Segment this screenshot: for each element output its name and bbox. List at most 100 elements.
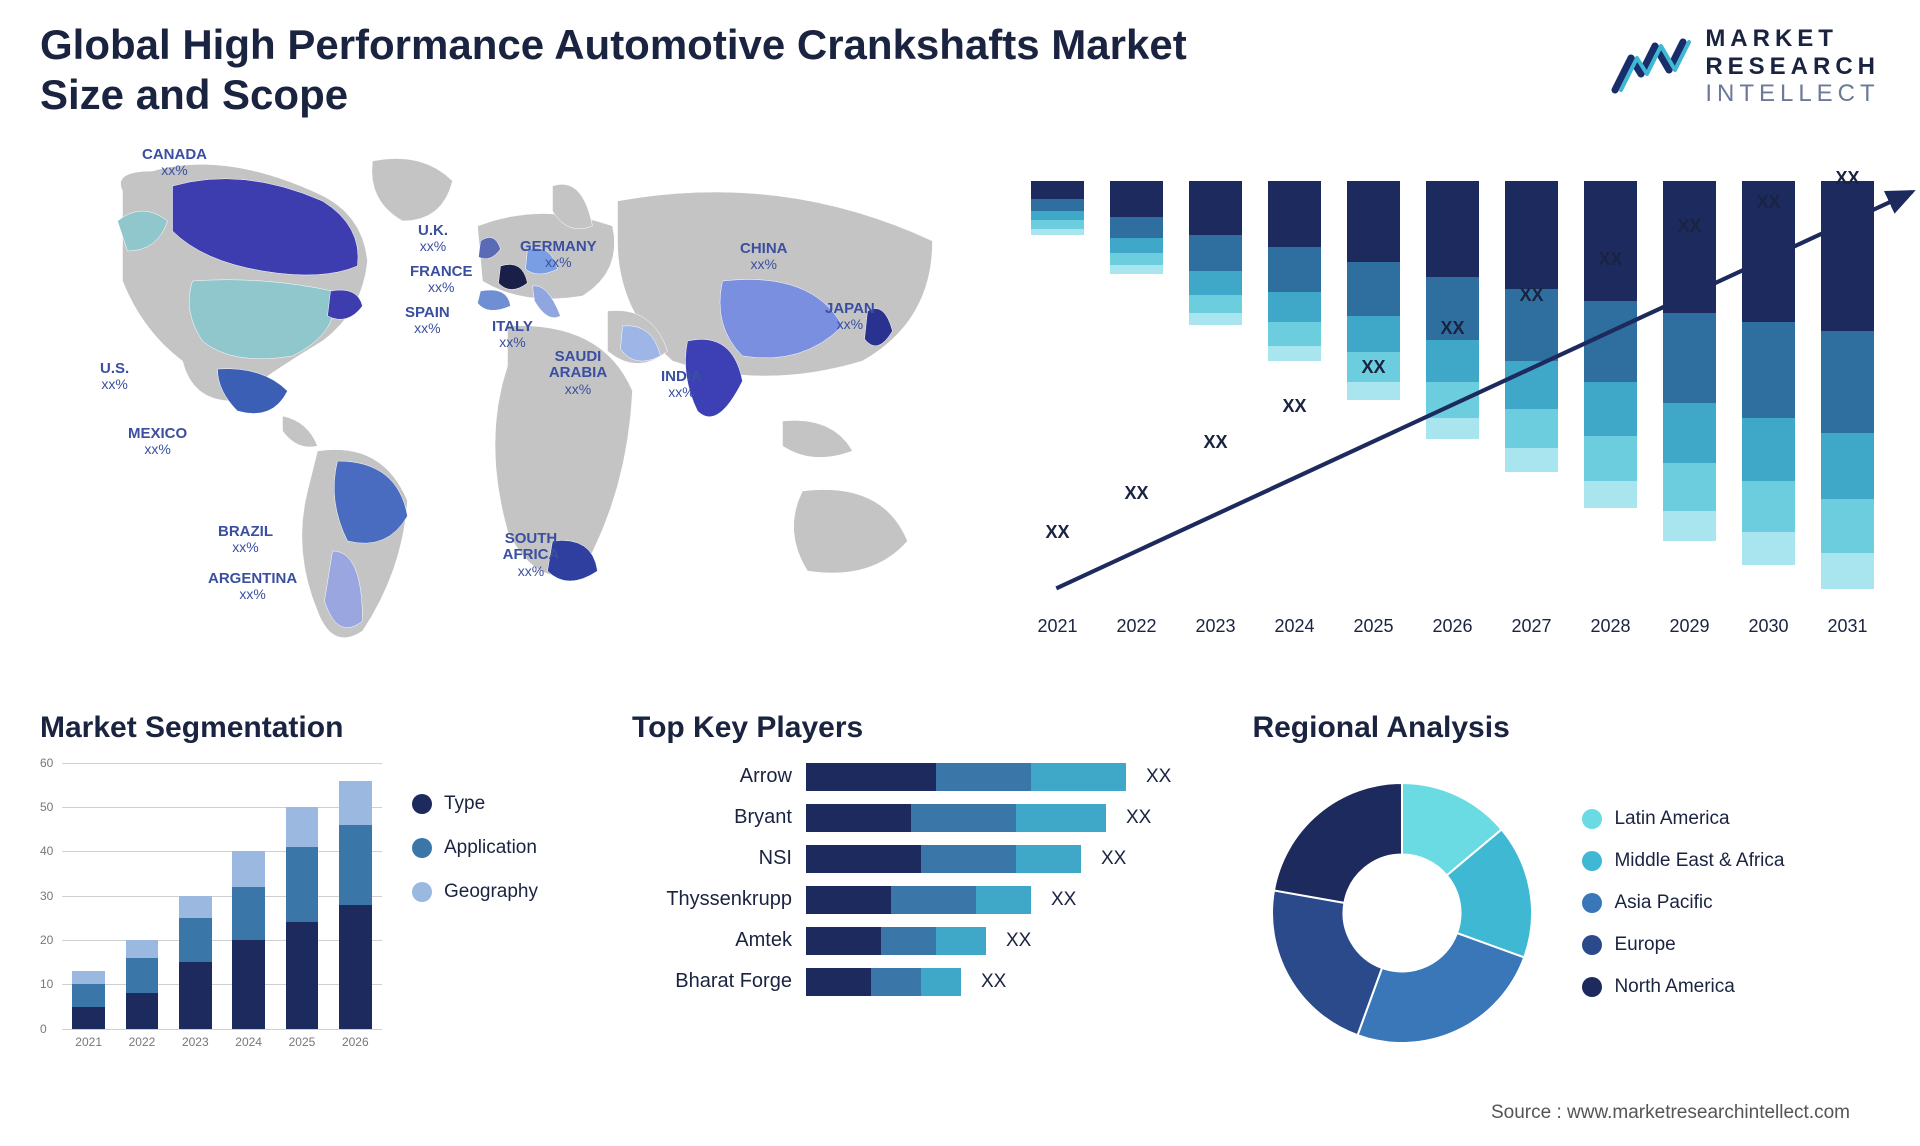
- year-label: 2023: [182, 1035, 209, 1049]
- map-label: SAUDI ARABIAxx%: [533, 349, 623, 399]
- year-label: 2021: [75, 1035, 102, 1049]
- map-label: U.K.xx%: [418, 223, 448, 256]
- map-label: MEXICOxx%: [128, 426, 187, 459]
- regional-donut-chart: [1252, 763, 1552, 1063]
- y-axis-tick: 10: [40, 977, 53, 991]
- bar-value-label: XX: [1203, 432, 1227, 453]
- bar-value-label: XX: [1519, 285, 1543, 306]
- y-axis-tick: 40: [40, 844, 53, 858]
- bar-value-label: XX: [1440, 318, 1464, 339]
- year-label: 2024: [1274, 616, 1314, 637]
- bar-value-label: XX: [1835, 168, 1859, 189]
- logo-icon: [1611, 34, 1691, 98]
- players-chart: ArrowXXBryantXXNSIXXThyssenkruppXXAmtekX…: [632, 763, 1202, 996]
- regional-title: Regional Analysis: [1252, 711, 1880, 745]
- page-title: Global High Performance Automotive Crank…: [40, 20, 1240, 121]
- player-bar: [806, 927, 986, 955]
- player-name: Arrow: [632, 765, 792, 788]
- year-label: 2027: [1511, 616, 1551, 637]
- player-row: Thyssenkrupp XX: [632, 886, 1202, 914]
- player-bar: [806, 886, 1031, 914]
- player-bar: [806, 804, 1106, 832]
- segmentation-bar: 2021: [66, 763, 111, 1029]
- year-label: 2031: [1827, 616, 1867, 637]
- player-bar: [806, 845, 1081, 873]
- y-axis-tick: 30: [40, 889, 53, 903]
- legend-item: Middle East & Africa: [1582, 850, 1880, 872]
- segmentation-bar: 2022: [119, 763, 164, 1029]
- player-value: XX: [1126, 807, 1151, 829]
- player-name: Bryant: [632, 806, 792, 829]
- bar-value-label: XX: [1677, 216, 1701, 237]
- player-value: XX: [981, 971, 1006, 993]
- forecast-bar: XX2026: [1420, 181, 1485, 605]
- player-row: Arrow XX: [632, 763, 1202, 791]
- legend-item: Application: [412, 837, 582, 859]
- players-panel: Top Key Players ArrowXXBryantXXNSIXXThys…: [632, 711, 1202, 1063]
- forecast-chart: XX2021XX2022XX2023XX2024XX2025XX2026XX20…: [1025, 161, 1880, 641]
- forecast-bar: XX2021: [1025, 181, 1090, 605]
- legend-item: North America: [1582, 976, 1880, 998]
- player-row: Bharat ForgeXX: [632, 968, 1202, 996]
- player-row: NSIXX: [632, 845, 1202, 873]
- y-axis-tick: 0: [40, 1022, 47, 1036]
- logo-text-1: MARKET: [1705, 25, 1880, 53]
- forecast-bar: XX2028: [1578, 181, 1643, 605]
- logo-text-3: INTELLECT: [1705, 80, 1880, 108]
- y-axis-tick: 50: [40, 800, 53, 814]
- segmentation-legend: Type Application Geography: [412, 763, 582, 1053]
- regional-legend: Latin AmericaMiddle East & AfricaAsia Pa…: [1582, 808, 1880, 1018]
- segmentation-bar: 2023: [173, 763, 218, 1029]
- year-label: 2024: [235, 1035, 262, 1049]
- year-label: 2021: [1037, 616, 1077, 637]
- year-label: 2025: [1353, 616, 1393, 637]
- forecast-bar: XX2027: [1499, 181, 1564, 605]
- map-label: CANADAxx%: [142, 147, 207, 180]
- segmentation-panel: Market Segmentation 20212022202320242025…: [40, 711, 582, 1063]
- map-label: FRANCExx%: [410, 264, 473, 297]
- year-label: 2030: [1748, 616, 1788, 637]
- legend-item: Geography: [412, 881, 582, 903]
- map-label: JAPANxx%: [825, 301, 875, 334]
- player-bar: [806, 968, 961, 996]
- player-value: XX: [1101, 848, 1126, 870]
- forecast-bar: XX2025: [1341, 181, 1406, 605]
- player-value: XX: [1051, 889, 1076, 911]
- forecast-bar: XX2023: [1183, 181, 1248, 605]
- legend-item: Type: [412, 793, 582, 815]
- bar-value-label: XX: [1361, 357, 1385, 378]
- y-axis-tick: 20: [40, 933, 53, 947]
- legend-item: Latin America: [1582, 808, 1880, 830]
- bar-value-label: XX: [1124, 483, 1148, 504]
- map-label: ARGENTINAxx%: [208, 571, 297, 604]
- map-label: BRAZILxx%: [218, 524, 273, 557]
- year-label: 2029: [1669, 616, 1709, 637]
- segmentation-bar: 2026: [333, 763, 378, 1029]
- forecast-bar: XX2031: [1815, 181, 1880, 605]
- bar-value-label: XX: [1045, 522, 1069, 543]
- forecast-bar: XX2029: [1657, 181, 1722, 605]
- player-name: Amtek: [632, 929, 792, 952]
- map-label: ITALYxx%: [492, 319, 533, 352]
- player-name: Thyssenkrupp: [632, 888, 792, 911]
- forecast-bar: XX2022: [1104, 181, 1169, 605]
- player-row: Bryant XX: [632, 804, 1202, 832]
- map-label: SPAINxx%: [405, 305, 450, 338]
- players-title: Top Key Players: [632, 711, 1202, 745]
- legend-item: Europe: [1582, 934, 1880, 956]
- y-axis-tick: 60: [40, 756, 53, 770]
- year-label: 2026: [1432, 616, 1472, 637]
- year-label: 2022: [1116, 616, 1156, 637]
- segmentation-chart: 202120222023202420252026 0102030405060: [40, 763, 382, 1053]
- map-label: SOUTH AFRICAxx%: [486, 531, 576, 581]
- world-map: [40, 131, 985, 671]
- segmentation-bar: 2024: [226, 763, 271, 1029]
- player-bar: [806, 763, 1126, 791]
- year-label: 2026: [342, 1035, 369, 1049]
- year-label: 2023: [1195, 616, 1235, 637]
- player-value: XX: [1146, 766, 1171, 788]
- forecast-bar: XX2030: [1736, 181, 1801, 605]
- year-label: 2025: [289, 1035, 316, 1049]
- brand-logo: MARKET RESEARCH INTELLECT: [1611, 25, 1880, 108]
- regional-panel: Regional Analysis Latin America Middle Ea…: [1252, 711, 1880, 1063]
